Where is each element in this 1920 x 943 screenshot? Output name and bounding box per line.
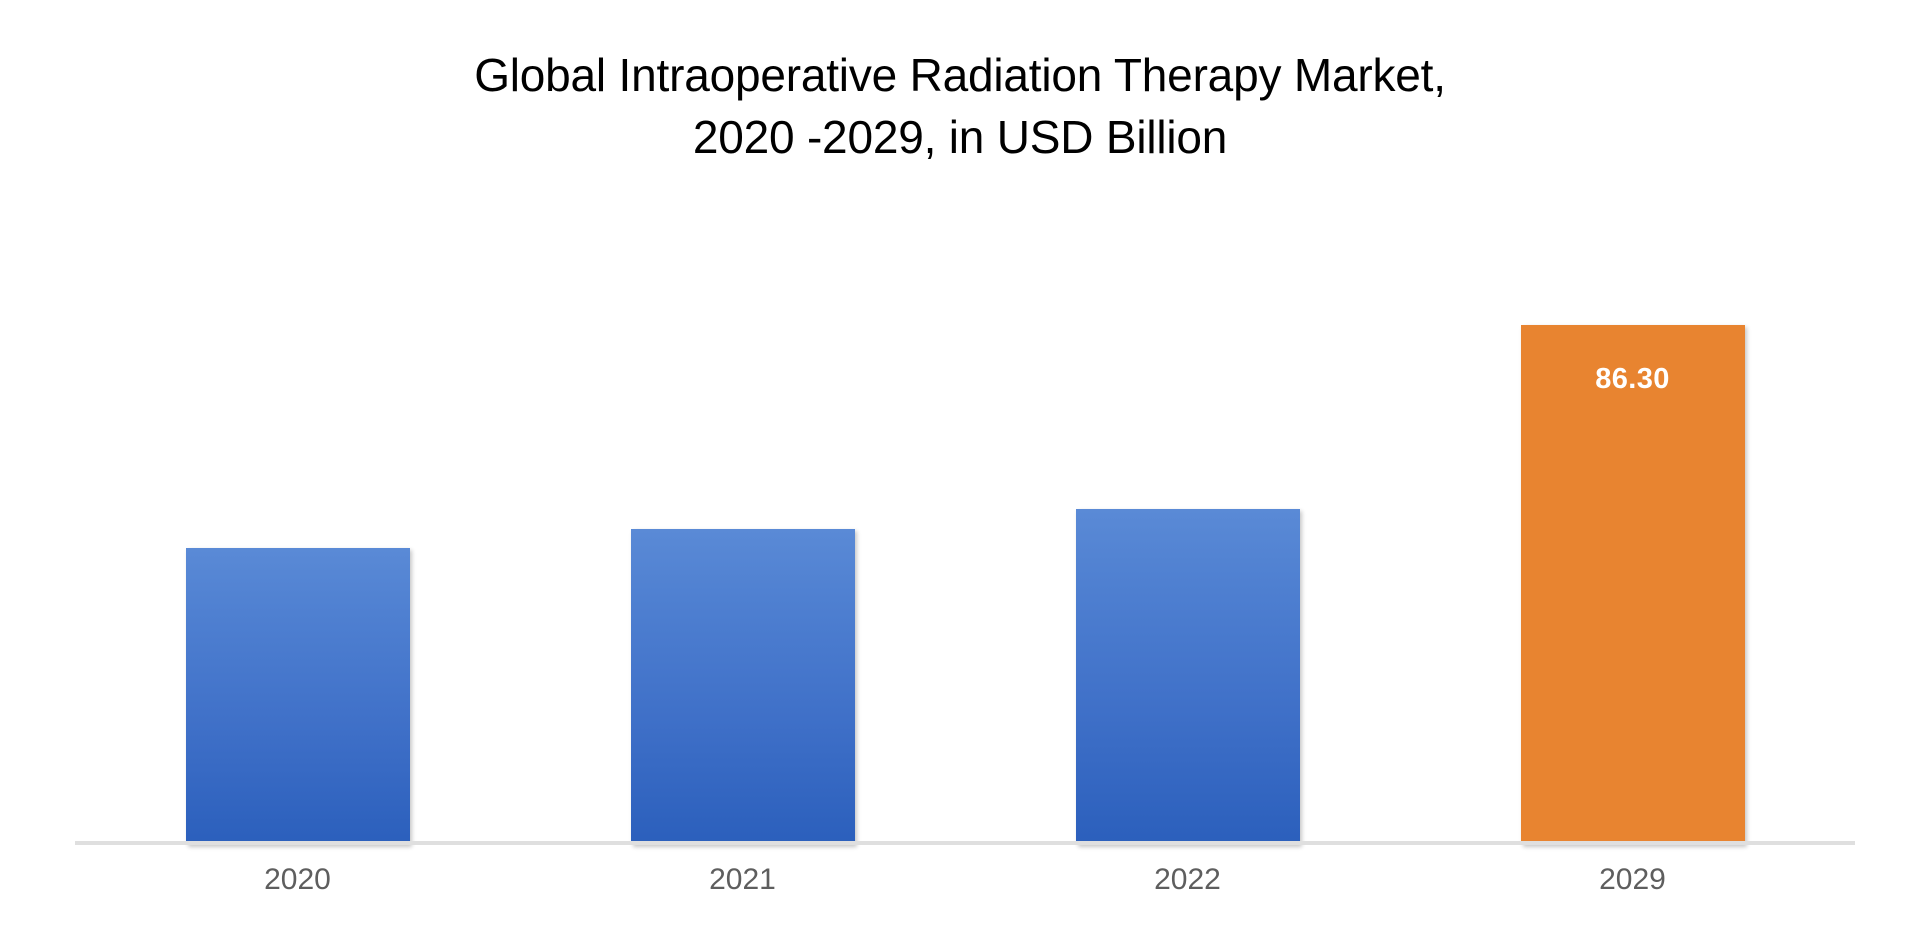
bar-slot-2021 [520, 200, 965, 845]
chart-title-line-2: 2020 -2029, in USD Billion [692, 111, 1228, 163]
bar-slot-2029: 86.30 [1410, 200, 1855, 845]
bars-layer: 86.30 [75, 200, 1855, 845]
x-axis-label-2022: 2022 [1154, 863, 1221, 896]
x-axis-label-2020: 2020 [264, 863, 331, 896]
bar-slot-2020 [75, 200, 520, 845]
bar-2029[interactable]: 86.30 [1520, 325, 1745, 845]
bar-2020[interactable] [185, 548, 410, 845]
bar-2021[interactable] [630, 529, 855, 845]
chart-title: Global Intraoperative Radiation Therapy … [0, 44, 1920, 168]
bar-value-2029: 86.30 [1595, 363, 1670, 395]
bar-slot-2022 [965, 200, 1410, 845]
x-axis-category-labels: 2020 2021 2022 2029 [75, 863, 1855, 923]
bar-2022[interactable] [1075, 509, 1300, 845]
x-axis-label-2029: 2029 [1599, 863, 1666, 896]
x-axis-line [75, 841, 1855, 845]
x-axis-label-2021: 2021 [709, 863, 776, 896]
plot-area: 86.30 [75, 200, 1855, 845]
chart-title-line-1: Global Intraoperative Radiation Therapy … [474, 49, 1446, 101]
